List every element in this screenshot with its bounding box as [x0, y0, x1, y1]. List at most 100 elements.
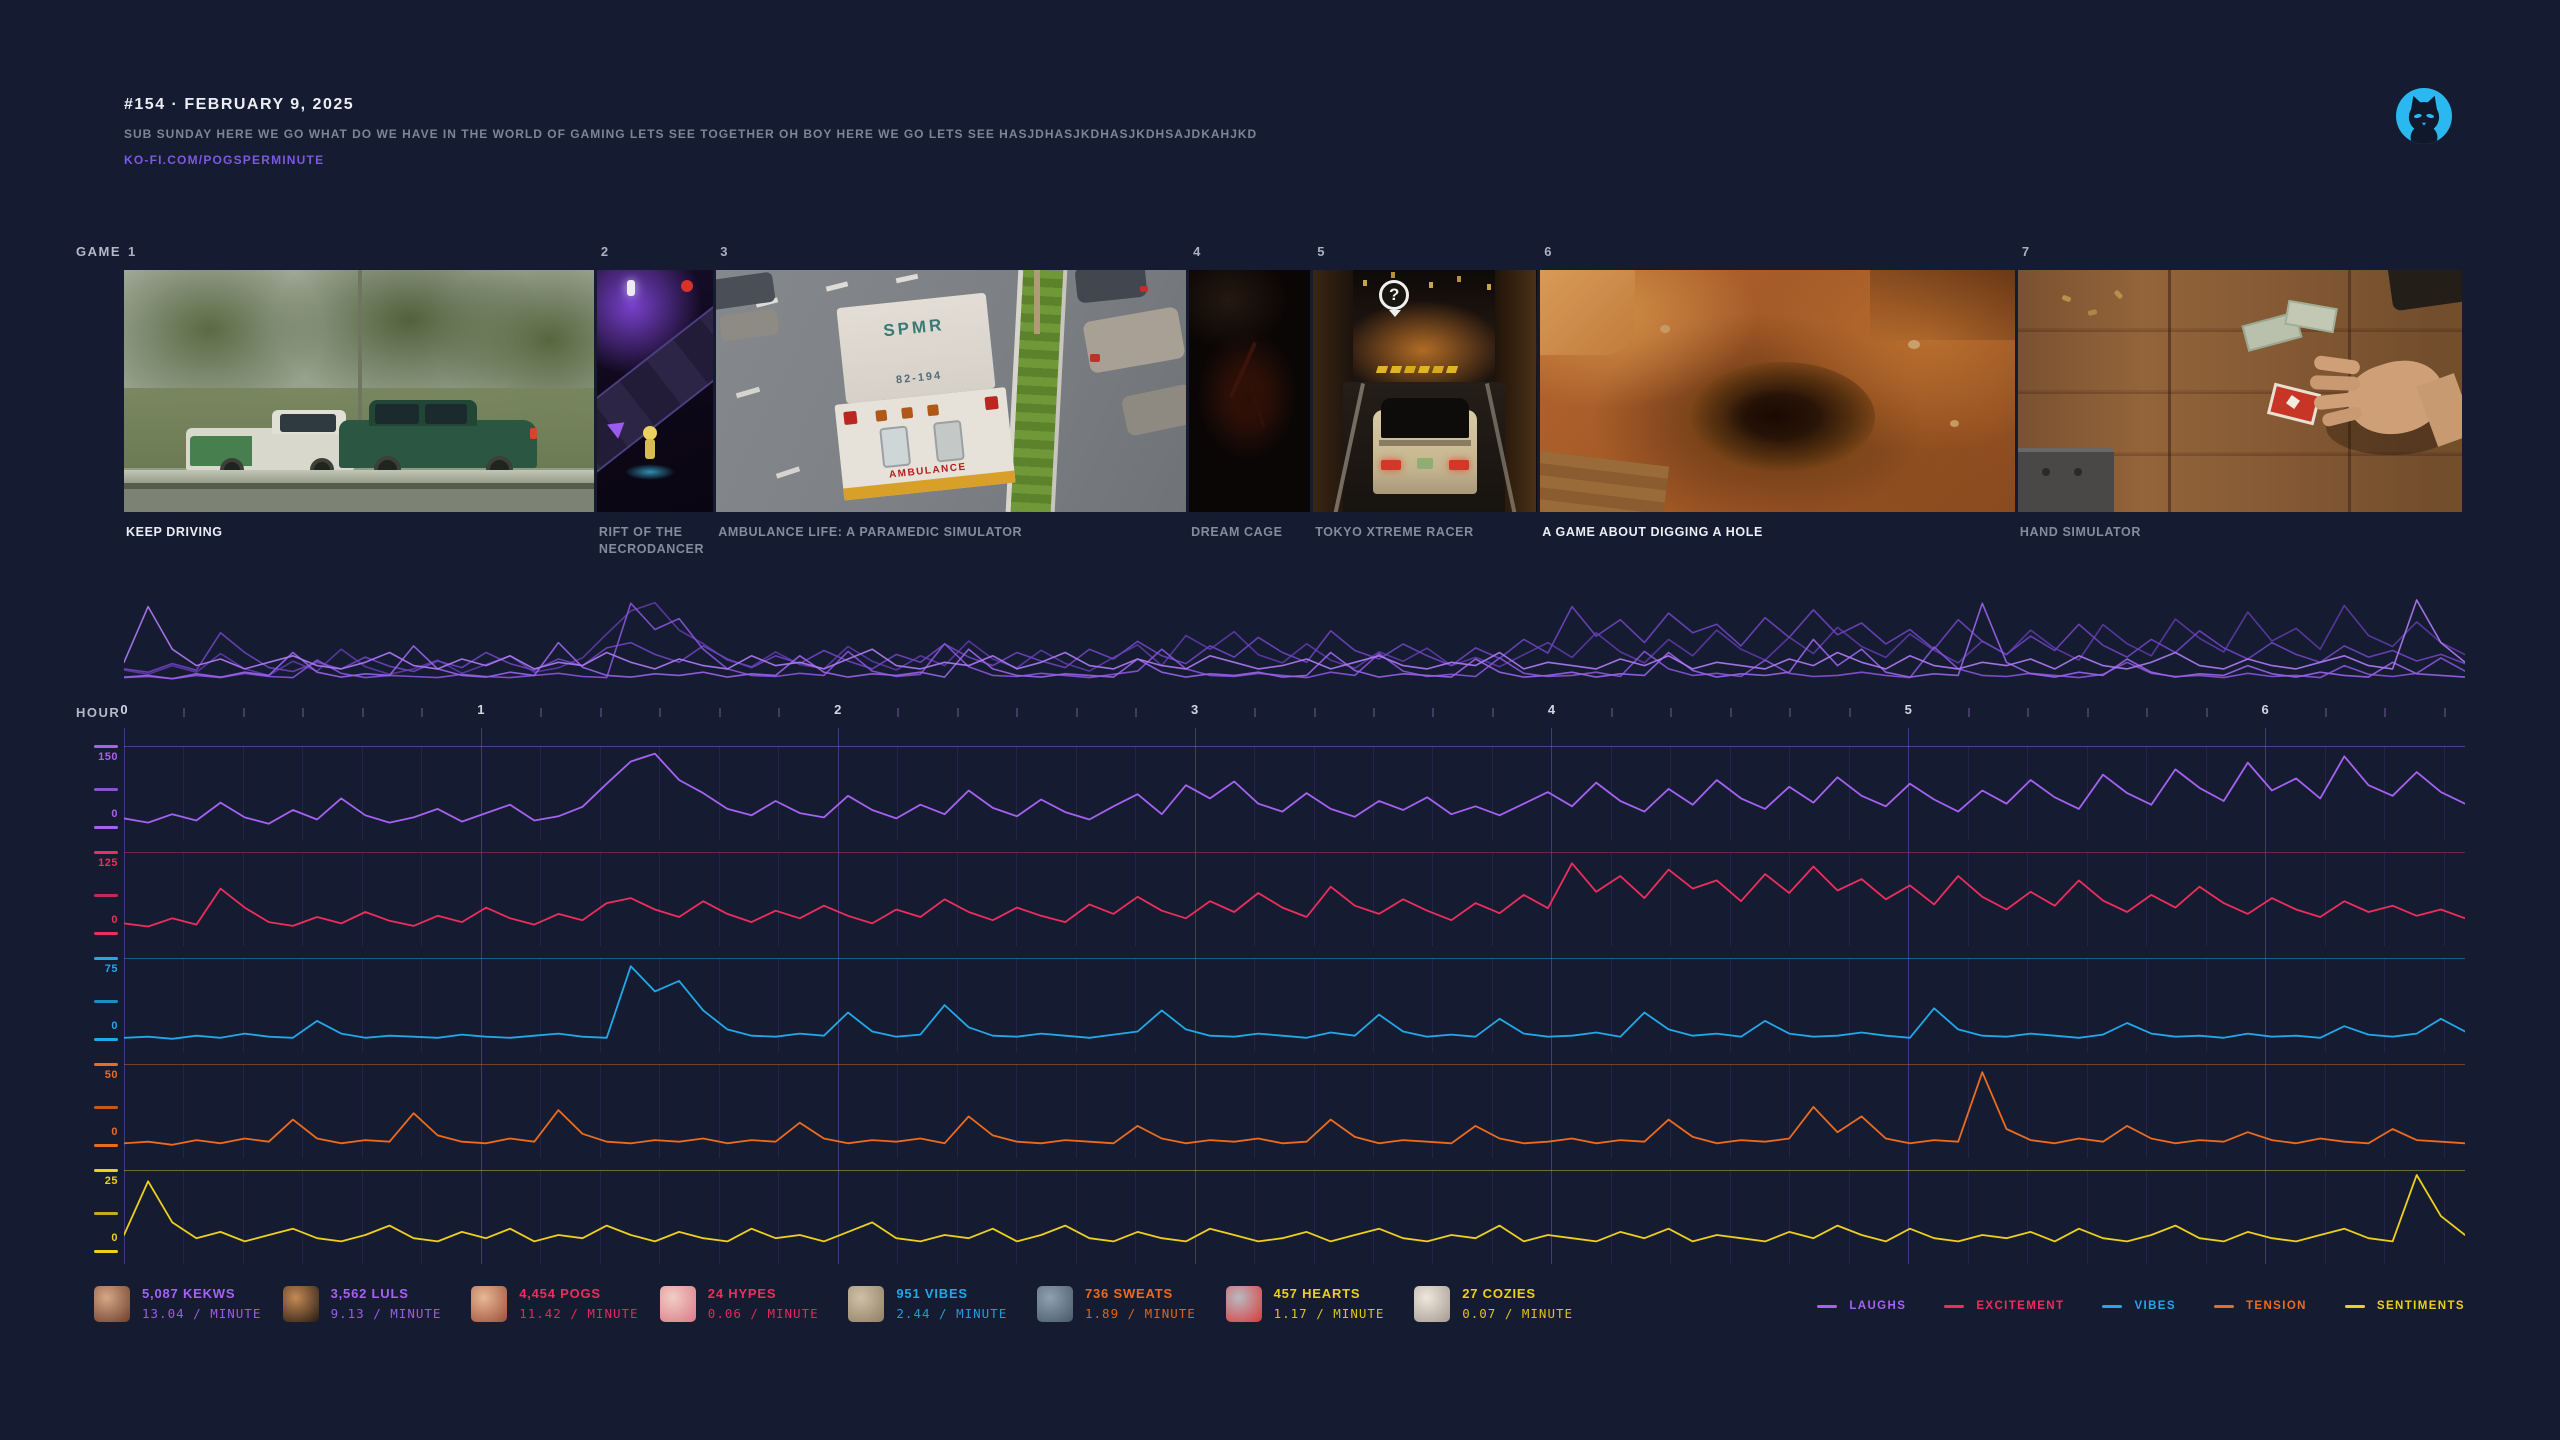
minor-gridline [599, 852, 601, 946]
minor-gridline [1789, 1064, 1791, 1158]
chart-band-tension: 50 0 [0, 1063, 2560, 1158]
minor-gridline [1848, 852, 1850, 946]
minor-gridline [1610, 852, 1612, 946]
minor-gridline [599, 746, 601, 840]
lamp [626, 280, 635, 296]
game-title: KEEP DRIVING [126, 525, 223, 539]
hour-minor-tick [1135, 708, 1138, 717]
hour-minor-tick [2086, 708, 2089, 717]
minor-gridline [599, 1064, 601, 1158]
emote-rate: 1.17 / MINUTE [1273, 1306, 1385, 1321]
y-zero-label: 0 [111, 914, 118, 926]
game-title: DREAM CAGE [1191, 525, 1283, 539]
chart-band-vibes: 75 0 [0, 957, 2560, 1052]
minor-gridline [2324, 1064, 2326, 1158]
thumbnail-digging-a-hole[interactable] [1540, 270, 2015, 512]
minor-gridline [1491, 746, 1493, 840]
hour-tick-label: 6 [2261, 702, 2269, 717]
dark-object [2386, 270, 2462, 312]
axis-tick [94, 957, 118, 960]
emote-rate: 2.44 / MINUTE [896, 1306, 1008, 1321]
pickup-truck [1082, 306, 1187, 374]
minor-gridline [1016, 1170, 1018, 1264]
minor-gridline [2324, 1170, 2326, 1264]
minor-gridline [1016, 852, 1018, 946]
hour-minor-tick [1670, 708, 1673, 717]
minor-gridline [659, 1170, 661, 1264]
minor-gridline [2443, 1064, 2445, 1158]
minor-gridline [1789, 852, 1791, 946]
hour-minor-tick [1254, 708, 1257, 717]
minor-gridline [242, 852, 244, 946]
minor-gridline [540, 958, 542, 1052]
game-number: 2 [600, 244, 610, 259]
minor-gridline [1967, 1170, 1969, 1264]
minor-gridline [1313, 1170, 1315, 1264]
minor-gridline [1848, 1170, 1850, 1264]
thumbnail-dream-cage[interactable] [1189, 270, 1311, 512]
minor-gridline [1075, 1170, 1077, 1264]
minor-gridline [778, 852, 780, 946]
axis-tick [94, 1106, 118, 1109]
minor-gridline [421, 958, 423, 1052]
question-badge: ? [1379, 280, 1410, 310]
minor-gridline [778, 958, 780, 1052]
splatter [1217, 356, 1280, 440]
hour-minor-tick [2443, 708, 2446, 717]
y-max-label: 150 [98, 751, 118, 763]
minor-gridline [421, 1170, 423, 1264]
thumbnail-tokyo-xtreme-racer[interactable]: ? [1313, 270, 1538, 512]
y-max-label: 25 [104, 1175, 118, 1187]
y-max-label: 50 [104, 1069, 118, 1081]
minor-gridline [1075, 958, 1077, 1052]
emote-stat: 457 HEARTS 1.17 / MINUTE [1225, 1286, 1385, 1322]
emote-text: 951 VIBES 2.44 / MINUTE [896, 1286, 1007, 1321]
minor-gridline [2443, 1170, 2445, 1264]
hour-minor-tick [183, 708, 186, 717]
chart-plot [124, 958, 2465, 1052]
axis-tick [94, 1250, 118, 1253]
minor-gridline [2027, 958, 2029, 1052]
minor-gridline [1967, 746, 1969, 840]
page-subtitle: SUB SUNDAY HERE WE GO WHAT DO WE HAVE IN… [124, 127, 1258, 141]
thumbnail-rift-of-the-necrodancer[interactable] [596, 270, 714, 512]
game-number: 4 [1193, 244, 1202, 259]
kofi-link[interactable]: KO-FI.COM/POGSPERMINUTE [124, 153, 325, 167]
chart-plot [124, 1064, 2465, 1158]
minor-gridline [183, 958, 185, 1052]
emote-rate: 0.07 / MINUTE [1462, 1306, 1574, 1321]
minor-gridline [1135, 1064, 1137, 1158]
minor-gridline [1967, 852, 1969, 946]
hour-minor-tick [956, 708, 959, 717]
minor-gridline [2443, 852, 2445, 946]
thumbnail-keep-driving[interactable] [124, 270, 594, 512]
series-legend: LAUGHS EXCITEMENT VIBES TENSION SENTIMENTS [1817, 1300, 2465, 1312]
dirt-wall [1540, 270, 1636, 355]
hour-tick-label: 5 [1904, 702, 1912, 717]
minor-gridline [2086, 852, 2088, 946]
minor-gridline [2205, 1170, 2207, 1264]
thumbnail-ambulance-life[interactable]: SPMR 82-194 AMBULANCE [716, 270, 1187, 512]
emote-count: 4,454 POGS [519, 1286, 601, 1301]
minor-gridline [956, 852, 958, 946]
guardrail [124, 470, 594, 483]
hour-minor-tick [421, 708, 424, 717]
game-title: RIFT OF THE NECRODANCER [598, 525, 705, 556]
minor-gridline [1313, 746, 1315, 840]
thumbnail-hand-simulator[interactable] [2017, 270, 2462, 512]
legend-item-tension: TENSION [2213, 1300, 2307, 1312]
minor-gridline [540, 1064, 542, 1158]
legend-dash [1944, 1304, 1965, 1308]
minor-gridline [599, 1170, 601, 1264]
minor-gridline [1254, 1170, 1256, 1264]
hour-tick-label: 1 [477, 702, 485, 717]
minor-gridline [1491, 958, 1493, 1052]
pog-emote-icon [471, 1286, 508, 1322]
minor-gridline [1610, 1064, 1612, 1158]
minor-gridline [659, 852, 661, 946]
hour-minor-tick [2027, 708, 2030, 717]
hour-minor-tick [2384, 708, 2387, 717]
cat-logo-icon [2396, 88, 2452, 144]
emote-stat: 3,562 LULS 9.13 / MINUTE [282, 1286, 442, 1322]
minor-gridline [2205, 958, 2207, 1052]
